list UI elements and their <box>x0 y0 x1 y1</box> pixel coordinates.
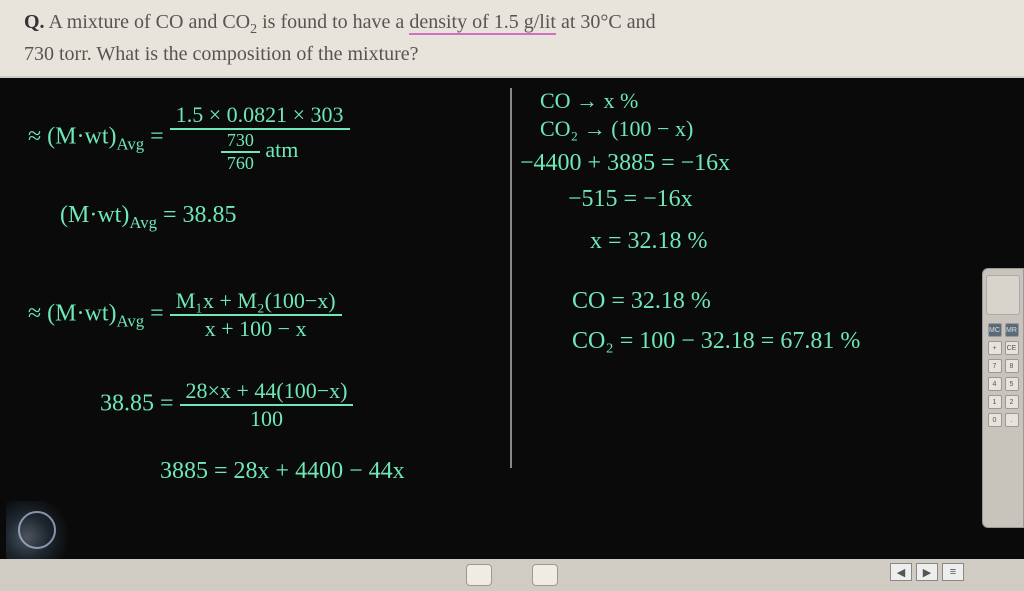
eq2-lhs: (M·wt) <box>60 202 129 228</box>
r6: CO = 32.18 % <box>572 288 711 315</box>
calc-key-5[interactable]: 5 <box>1005 377 1019 391</box>
eq3-frac: M₁x + M₂(100−x) x + 100 − x <box>170 288 342 342</box>
eq1-unit: atm <box>265 137 298 162</box>
eq1: ≈ (M·wt)Avg = 1.5 × 0.0821 × 303 730 760… <box>28 102 350 174</box>
eq3-sub: Avg <box>117 311 145 330</box>
eq4-frac: 28×x + 44(100−x) 100 <box>180 378 354 432</box>
calculator-screen <box>986 275 1020 315</box>
eq1-frac: 1.5 × 0.0821 × 303 730 760 atm <box>170 102 350 174</box>
calc-key-plus[interactable]: + <box>988 341 1002 355</box>
r3: −4400 + 3885 = −16x <box>520 150 730 177</box>
calc-key-0[interactable]: 0 <box>988 413 1002 427</box>
bottom-bar: ◀ ▶ ≡ <box>0 559 1024 591</box>
eq1-lhs: ≈ (M·wt) <box>28 124 117 150</box>
arrow-group: ◀ ▶ ≡ <box>890 563 964 581</box>
question-text: Q. A mixture of CO and CO2 is found to h… <box>24 8 1000 68</box>
q-underlined: density of 1.5 g/lit <box>409 11 556 35</box>
arrow-left-icon[interactable]: ◀ <box>890 563 912 581</box>
calc-key-7[interactable]: 7 <box>988 359 1002 373</box>
menu-icon[interactable]: ≡ <box>942 563 964 581</box>
eq3: ≈ (M·wt)Avg = M₁x + M₂(100−x) x + 100 − … <box>28 288 342 342</box>
eq1-den-a: 730 <box>221 130 260 153</box>
calc-key-4[interactable]: 4 <box>988 377 1002 391</box>
arrow-right-icon[interactable]: ▶ <box>916 563 938 581</box>
calc-row-5: 0. <box>988 413 1019 427</box>
eq1-eq: = <box>144 124 170 150</box>
eq1-sub: Avg <box>117 134 145 153</box>
calc-key-mc[interactable]: MC <box>988 323 1002 337</box>
q-line2: 730 torr. What is the composition of the… <box>24 43 419 65</box>
eq1-den: 730 760 atm <box>215 130 305 174</box>
calc-row-3: 45 <box>988 377 1019 391</box>
eq3-eq: = <box>144 301 170 327</box>
r4: −515 = −16x <box>568 186 693 213</box>
blackboard: ≈ (M·wt)Avg = 1.5 × 0.0821 × 303 730 760… <box>0 78 1024 591</box>
eq3-num: M₁x + M₂(100−x) <box>170 288 342 316</box>
eq2: (M·wt)Avg = 38.85 <box>60 202 237 233</box>
calc-key-1[interactable]: 1 <box>988 395 1002 409</box>
eq3-lhs: ≈ (M·wt) <box>28 301 117 327</box>
eq4-num: 28×x + 44(100−x) <box>180 378 354 406</box>
camera-circle-icon <box>18 511 56 549</box>
eq1-num: 1.5 × 0.0821 × 303 <box>170 102 350 130</box>
calc-key-2[interactable]: 2 <box>1005 395 1019 409</box>
calc-key-mr[interactable]: MR <box>1005 323 1019 337</box>
eq1-den-b: 760 <box>221 153 260 174</box>
eq5-text: 3885 = 28x + 4400 − 44x <box>160 458 405 484</box>
r7: CO₂ = 100 − 32.18 = 67.81 % <box>572 328 860 355</box>
eq4: 38.85 = 28×x + 44(100−x) 100 <box>100 378 353 432</box>
calc-row-0: MCMR <box>988 323 1019 337</box>
eq5: 3885 = 28x + 4400 − 44x <box>160 458 405 485</box>
calculator-panel[interactable]: MCMR +CE 78 45 12 0. <box>982 268 1024 528</box>
q-line1a: A mixture of CO and CO <box>48 11 250 33</box>
calc-row-4: 12 <box>988 395 1019 409</box>
calc-row-2: 78 <box>988 359 1019 373</box>
calc-key-dot[interactable]: . <box>1005 413 1019 427</box>
calc-key-8[interactable]: 8 <box>1005 359 1019 373</box>
r1: CO → x % <box>540 88 638 114</box>
question-box: Q. A mixture of CO and CO2 is found to h… <box>0 0 1024 78</box>
eq2-rhs: = 38.85 <box>157 202 237 228</box>
r2: CO₂ → (100 − x) <box>540 116 693 142</box>
question-label: Q. <box>24 11 45 33</box>
calc-key-ce[interactable]: CE <box>1005 341 1019 355</box>
q-line1c: at 30°C and <box>556 11 656 33</box>
eq3-den: x + 100 − x <box>199 316 313 342</box>
toolbar-icon-2[interactable] <box>532 564 558 586</box>
eq4-lhs: 38.85 = <box>100 391 180 417</box>
eq2-sub: Avg <box>129 213 157 232</box>
toolbar-icon-1[interactable] <box>466 564 492 586</box>
eq4-den: 100 <box>244 406 289 432</box>
divider-vertical <box>510 88 512 468</box>
calc-row-1: +CE <box>988 341 1019 355</box>
r5: x = 32.18 % <box>590 228 708 255</box>
q-line1b: is found to have a <box>257 11 409 33</box>
